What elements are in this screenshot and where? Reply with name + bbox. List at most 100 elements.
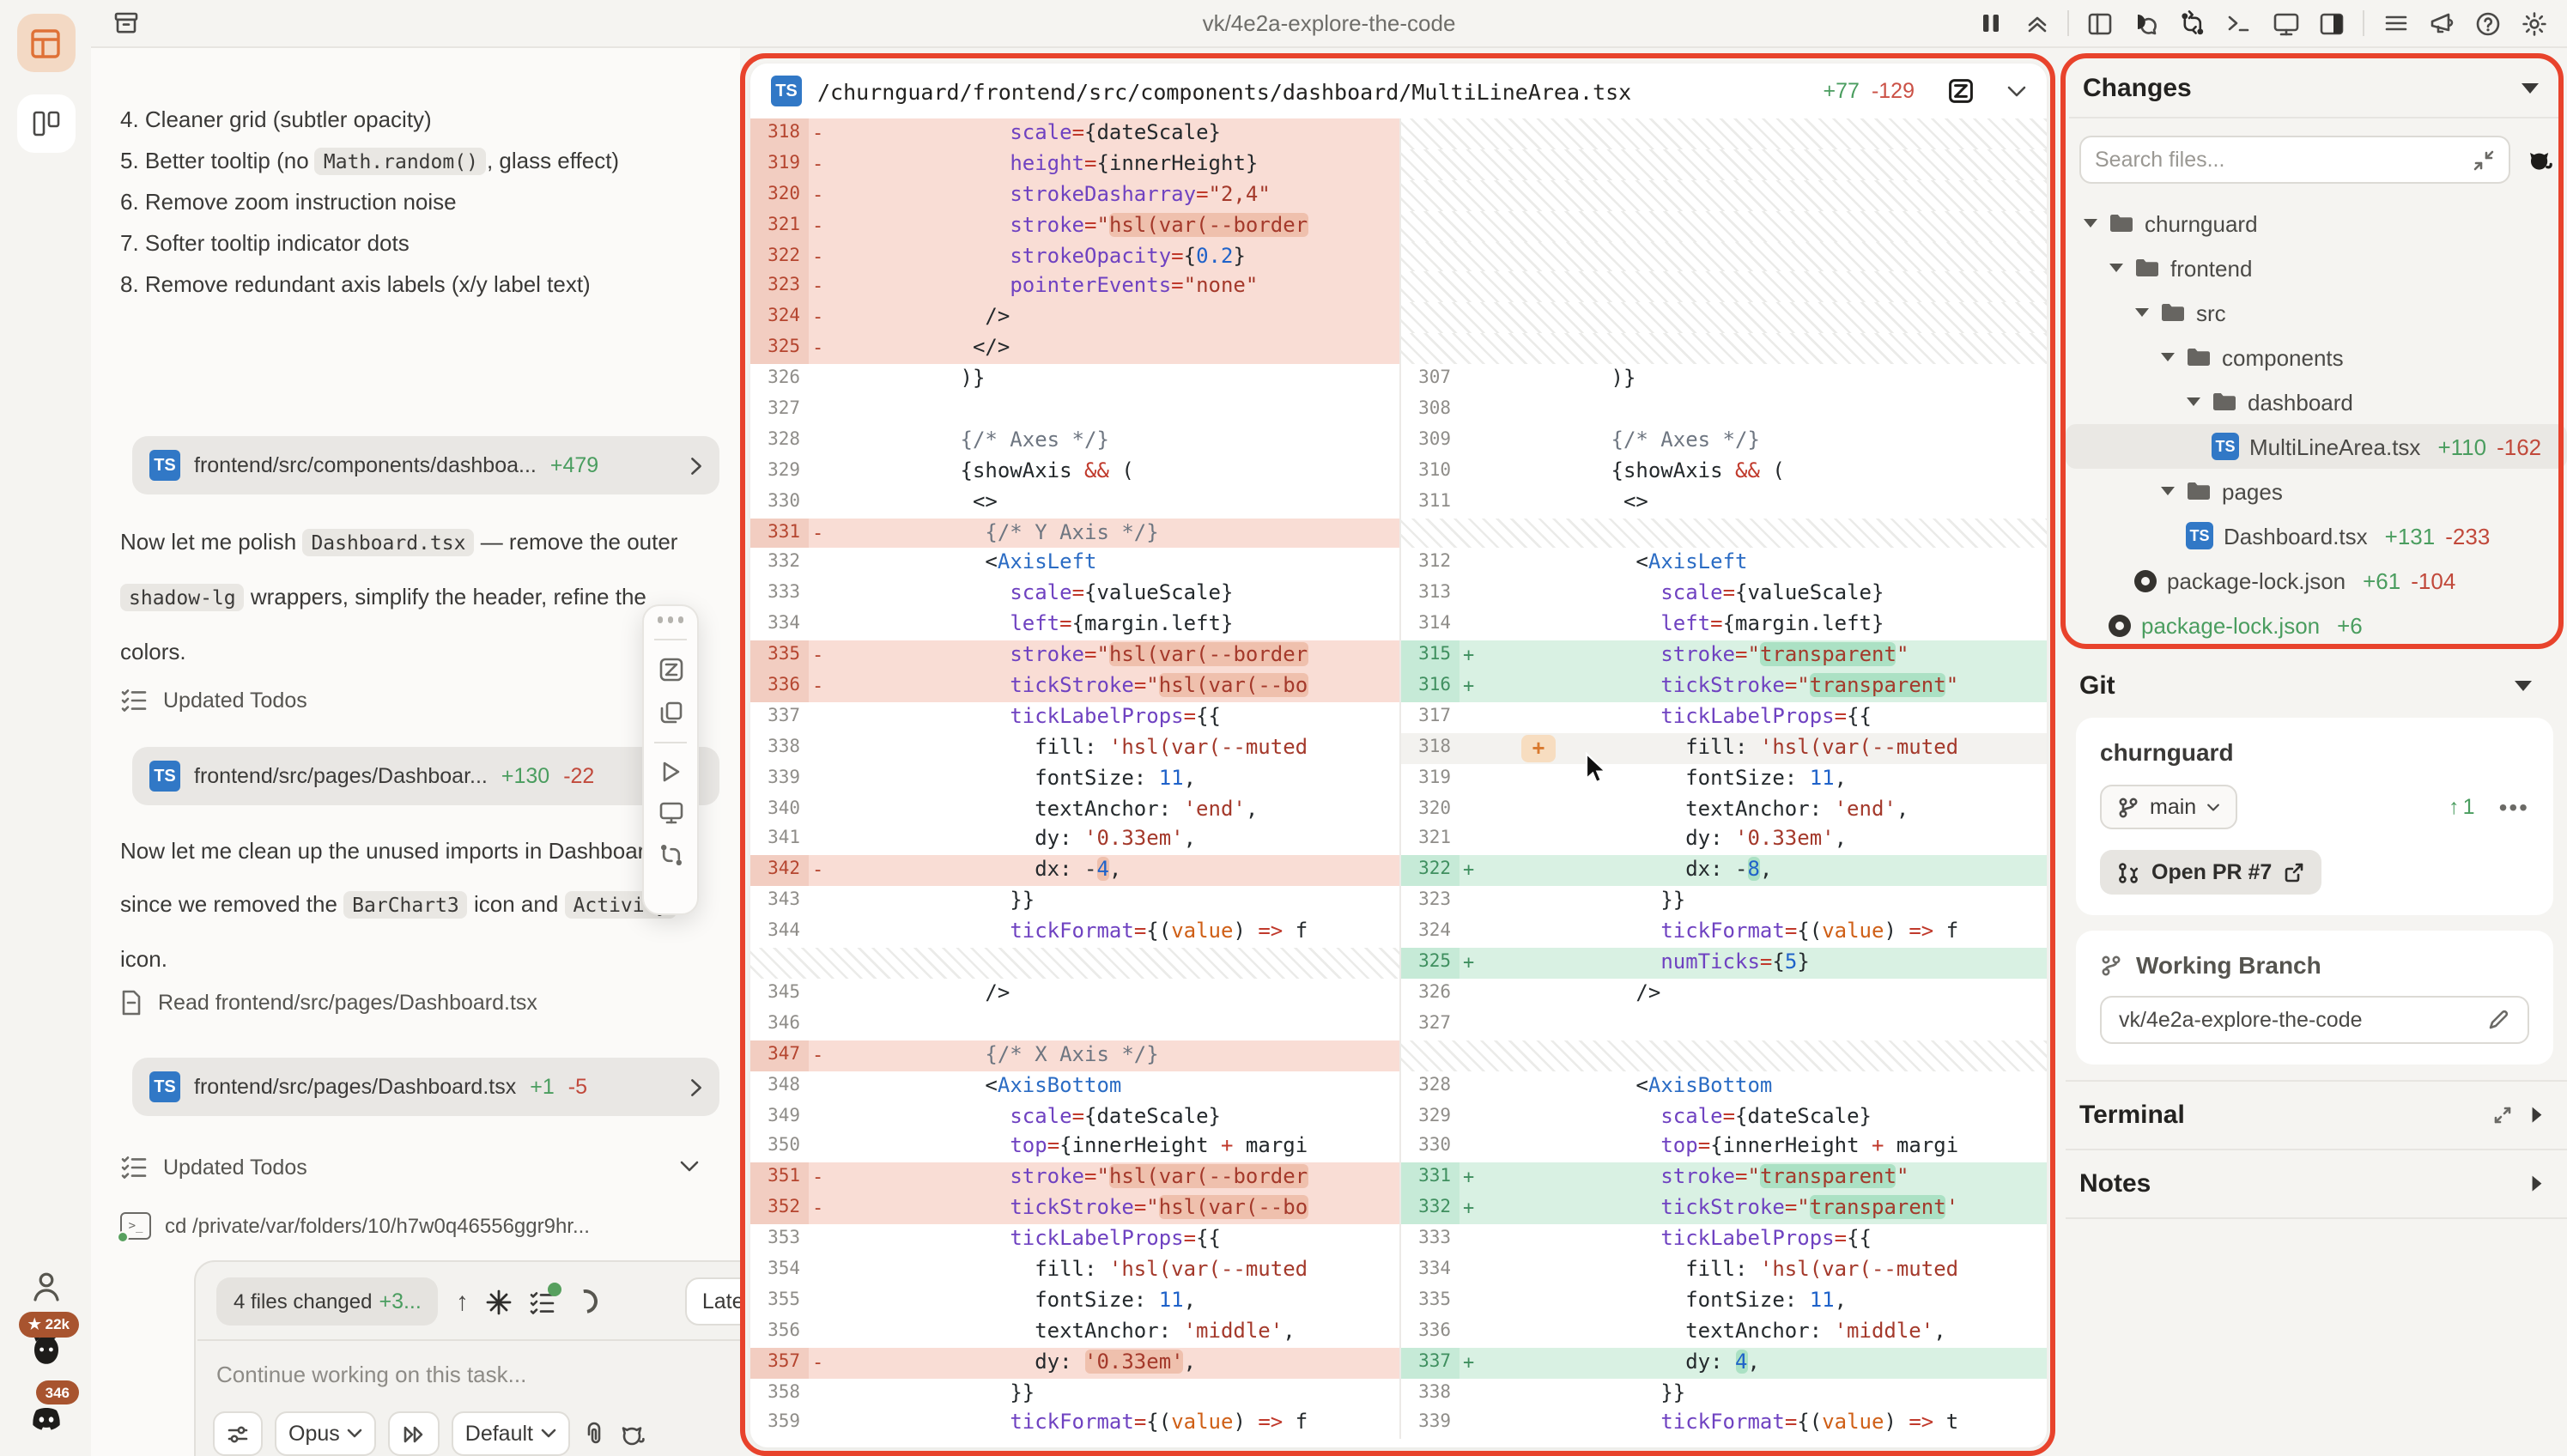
tree-file-MultiLineArea.tsx[interactable]: TS MultiLineArea.tsx +110 -162 [2066,424,2567,469]
working-branch-card: Working Branch vk/4e2a-explore-the-code [2076,931,2553,1065]
add-comment-button[interactable]: + [1521,734,1556,762]
checklist-icon[interactable] [529,1282,561,1314]
tree-folder-churnguard[interactable]: churnguard [2066,201,2567,246]
chevron-right-icon[interactable] [2531,1174,2543,1193]
tree-folder-components[interactable]: components [2066,335,2567,379]
model-dropdown[interactable]: Opus [275,1411,376,1456]
upload-icon[interactable]: ↑ [455,1287,469,1316]
chevron-down-icon[interactable] [2521,82,2540,94]
megaphone-icon[interactable] [2426,8,2457,39]
document-icon [120,989,143,1016]
collapse-up-icon[interactable] [2021,8,2052,39]
terminal-icon[interactable] [2224,8,2254,39]
chevron-down-icon[interactable] [2514,680,2533,692]
list-item: 7. Softer tooltip indicator dots [120,230,410,256]
files-changed-chip[interactable]: 4 files changed +3... [216,1277,439,1326]
diff-row: 321- stroke="hsl(var(--border [750,210,2047,242]
file-edit-chip[interactable]: TS frontend/src/pages/Dashboar... +130 -22 [132,747,719,805]
drag-handle-dots[interactable] [657,616,684,622]
diff-row: 341 dy: '0.33em', 321 dy: '0.33em', [750,824,2047,856]
cat-icon[interactable] [617,1421,645,1447]
tree-folder-dashboard[interactable]: dashboard [2066,379,2567,424]
diff-row: 340 textAnchor: 'end', 320 textAnchor: 'e… [750,794,2047,825]
pause-icon[interactable] [1975,8,2006,39]
list-item: 5. Better tooltip (no Math.random(), gla… [120,148,620,175]
tree-folder-frontend[interactable]: frontend [2066,246,2567,290]
expand-icon[interactable] [2491,1104,2514,1126]
collapse-icon[interactable] [2473,149,2495,171]
diff-row: 339 fontSize: 11, 319 fontSize: 11, [750,763,2047,795]
diff-row: 342- dx: -4, 322 + dx: -8, [750,855,2047,887]
tree-folder-src[interactable]: src [2066,290,2567,335]
archive-box-icon[interactable] [112,9,141,38]
menu-icon[interactable] [2380,8,2411,39]
diff-row: 354 fill: 'hsl(var(--muted 334 fill: 'hsl… [750,1254,2047,1286]
chevron-down-icon[interactable] [2007,85,2026,97]
diff-row: 346 327 [750,1009,2047,1040]
working-branch-input[interactable]: vk/4e2a-explore-the-code [2100,996,2529,1044]
list-item: 4. Cleaner grid (subtler opacity) [120,106,432,132]
diff-body[interactable]: 318- scale={dateScale} 319- height={inner… [750,118,2047,1447]
file-edit-chip[interactable]: TS frontend/src/pages/Dashboard.tsx +1 -5 [132,1058,719,1116]
terminal-section[interactable]: Terminal [2066,1080,2567,1149]
git-compare-icon[interactable] [2177,8,2208,39]
diff-row: 326 )} 307 )} [750,364,2047,396]
package-lock-icon [2109,614,2131,636]
screen-icon[interactable] [657,799,684,825]
mode-dropdown[interactable]: Default [451,1411,569,1456]
chevron-right-icon [690,456,702,475]
copy-icon[interactable] [657,698,684,725]
sidebar-item-agents[interactable] [16,14,75,72]
tree-folder-pages[interactable]: pages [2066,469,2567,513]
diff-row: 325- </> [750,333,2047,365]
search-input[interactable]: Search files... [2079,136,2510,184]
burst-icon[interactable] [486,1289,512,1314]
more-menu-icon[interactable]: ••• [2498,793,2529,821]
chevron-right-icon[interactable] [2531,1106,2543,1125]
working-branch-title: Working Branch [2136,951,2321,979]
edit-pencil-icon[interactable] [2486,1008,2510,1032]
sidebar-item-board[interactable] [16,94,75,153]
help-icon[interactable] [2473,8,2503,39]
git-repo-card: churnguard main ↑ 1 ••• Open PR #7 [2076,718,2553,915]
settings-icon[interactable] [2519,8,2550,39]
version-dropdown[interactable]: Latest [684,1277,740,1326]
github-icon[interactable]: ★ 22k [19,1312,78,1374]
diff-row: 325 + numTicks={5} [750,948,2047,979]
divider [2363,10,2364,36]
tree-file-package-lock.json[interactable]: package-lock.json +61 -104 [2066,558,2567,603]
diff-additions: +77 [1823,79,1860,103]
cat-icon[interactable] [2524,146,2553,173]
diff-row: 334 left={margin.left} 314 left={margin.l… [750,610,2047,641]
paperclip-icon[interactable] [581,1421,605,1447]
divider [2067,10,2069,36]
open-pr-button[interactable]: Open PR #7 [2100,850,2322,895]
tree-file-Dashboard.tsx[interactable]: TS Dashboard.tsx +131 -233 [2066,513,2567,558]
chat-input[interactable]: Continue working on this task... [216,1362,527,1387]
diff-row: 330 <> 311 <> [750,487,2047,519]
panel-right-icon[interactable] [2316,8,2347,39]
discord-icon[interactable]: 346 [23,1380,78,1442]
title-bar: vk/4e2a-explore-the-code [91,0,2567,48]
user-icon[interactable] [27,1267,64,1305]
tree-file-package-lock.json[interactable]: package-lock.json +6 [2066,603,2567,647]
terminal-command-row[interactable]: >_ cd /private/var/folders/10/h7w0q46556g… [117,1212,590,1243]
play-icon[interactable] [658,758,683,784]
diff-row: 344 tickFormat={(value) => f 324 tickForm… [750,917,2047,949]
screen-share-icon[interactable] [2270,8,2301,39]
fast-forward-button[interactable] [387,1411,440,1456]
zed-editor-icon[interactable] [657,655,684,682]
git-compare-icon[interactable] [657,840,684,868]
diff-viewer: TS /churnguard/frontend/src/components/d… [750,64,2047,1447]
chevron-down-icon [680,1161,699,1173]
branch-dropdown[interactable]: main [2100,785,2238,829]
diff-row: 349 scale={dateScale} 329 scale={dateScal… [750,1101,2047,1132]
diff-file-path[interactable]: /churnguard/frontend/src/components/dash… [817,78,1632,104]
zed-editor-icon[interactable] [1947,77,1975,105]
notes-section[interactable]: Notes [2066,1149,2567,1219]
file-edit-chip[interactable]: TS frontend/src/components/dashboa... +479 [132,436,719,494]
settings-sliders-button[interactable] [213,1411,263,1456]
panel-left-icon[interactable] [2085,8,2115,39]
chat-bubble-icon[interactable] [2131,8,2162,39]
